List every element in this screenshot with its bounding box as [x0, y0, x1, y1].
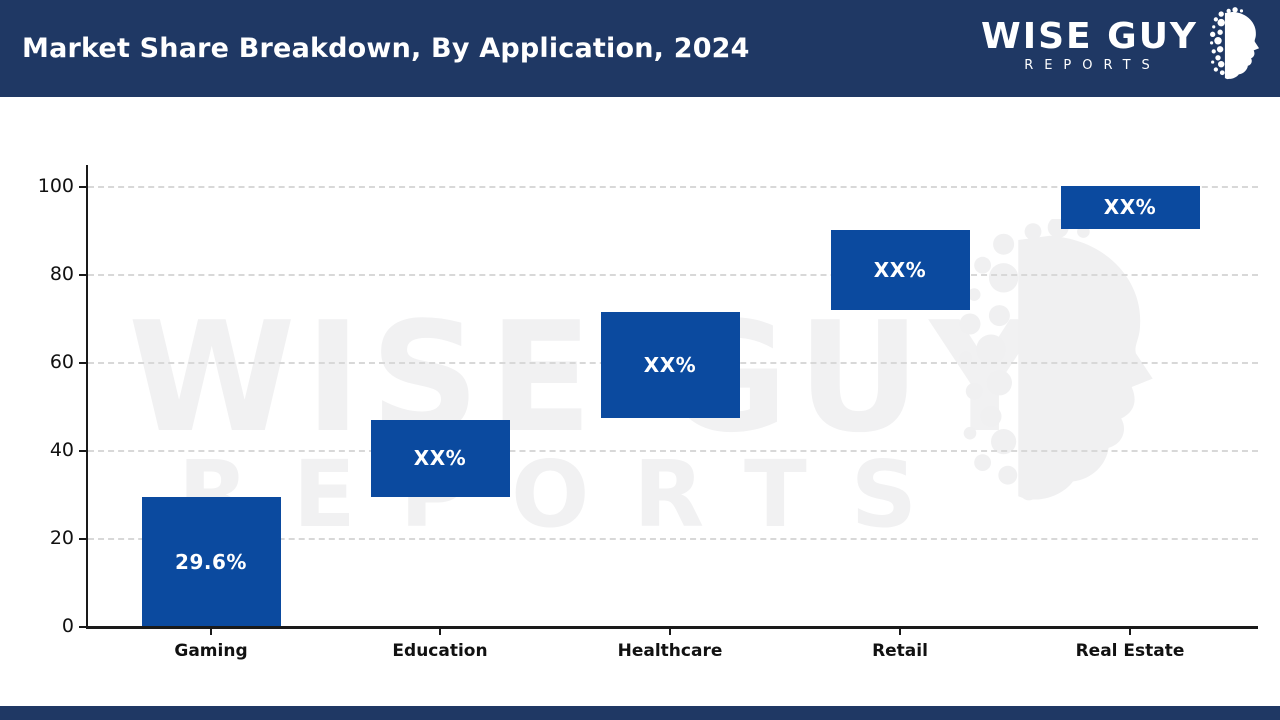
xtick-mark-2	[669, 627, 671, 635]
bar-real-estate: XX%	[1060, 186, 1200, 229]
footer-bar	[0, 706, 1280, 720]
bar-value-label: XX%	[1103, 195, 1157, 220]
waterfall-chart: WISE GUY REPORTS 0 20 40 60 80 100 29.6% XX% XX%…	[0, 97, 1280, 706]
bar-education: XX%	[370, 420, 510, 497]
category-label-retail: Retail	[872, 641, 928, 661]
bar-gaming: 29.6%	[141, 496, 281, 627]
page-title: Market Share Breakdown, By Application, …	[22, 33, 750, 64]
xtick-mark-0	[210, 627, 212, 635]
gridline-40	[88, 450, 1258, 452]
wise-guy-logo: WISE GUY REPORTS	[981, 6, 1266, 84]
ytick-mark-0	[79, 626, 88, 628]
bar-retail: XX%	[830, 229, 970, 311]
gridline-80	[88, 274, 1258, 276]
xtick-mark-4	[1129, 627, 1131, 635]
logo-text: WISE GUY REPORTS	[980, 16, 1198, 74]
gridline-20	[88, 538, 1258, 540]
ytick-label-80: 80	[49, 263, 74, 285]
bar-value-label: XX%	[643, 352, 697, 377]
ytick-label-60: 60	[49, 351, 74, 373]
xtick-mark-1	[439, 627, 441, 635]
bar-value-label: XX%	[873, 257, 927, 282]
ytick-mark-80	[79, 274, 88, 276]
ytick-label-100: 100	[37, 175, 74, 197]
watermark-subtitle: REPORTS	[178, 441, 962, 548]
ytick-mark-60	[79, 362, 88, 364]
gridline-100	[88, 186, 1258, 188]
category-label-gaming: Gaming	[174, 641, 248, 661]
logo-subtitle: REPORTS	[1024, 58, 1161, 73]
x-axis	[86, 626, 1258, 629]
category-label-healthcare: Healthcare	[617, 641, 723, 661]
logo-wordmark: WISE GUY	[980, 16, 1198, 57]
ytick-mark-100	[79, 186, 88, 188]
ytick-mark-40	[79, 450, 88, 452]
bar-value-label: XX%	[413, 446, 467, 471]
bar-healthcare: XX%	[600, 311, 740, 418]
ytick-label-40: 40	[49, 439, 74, 461]
ytick-label-20: 20	[49, 527, 74, 549]
xtick-mark-3	[899, 627, 901, 635]
ytick-mark-20	[79, 538, 88, 540]
category-label-education: Education	[392, 641, 488, 661]
ytick-label-0: 0	[61, 615, 74, 637]
y-axis	[86, 165, 88, 629]
bar-value-label: 29.6%	[175, 549, 247, 574]
logo-face-icon	[1210, 7, 1260, 80]
category-label-real-estate: Real Estate	[1075, 641, 1185, 661]
watermark-wordmark: WISE GUY	[128, 289, 1049, 466]
header-bar: Market Share Breakdown, By Application, …	[0, 0, 1280, 97]
